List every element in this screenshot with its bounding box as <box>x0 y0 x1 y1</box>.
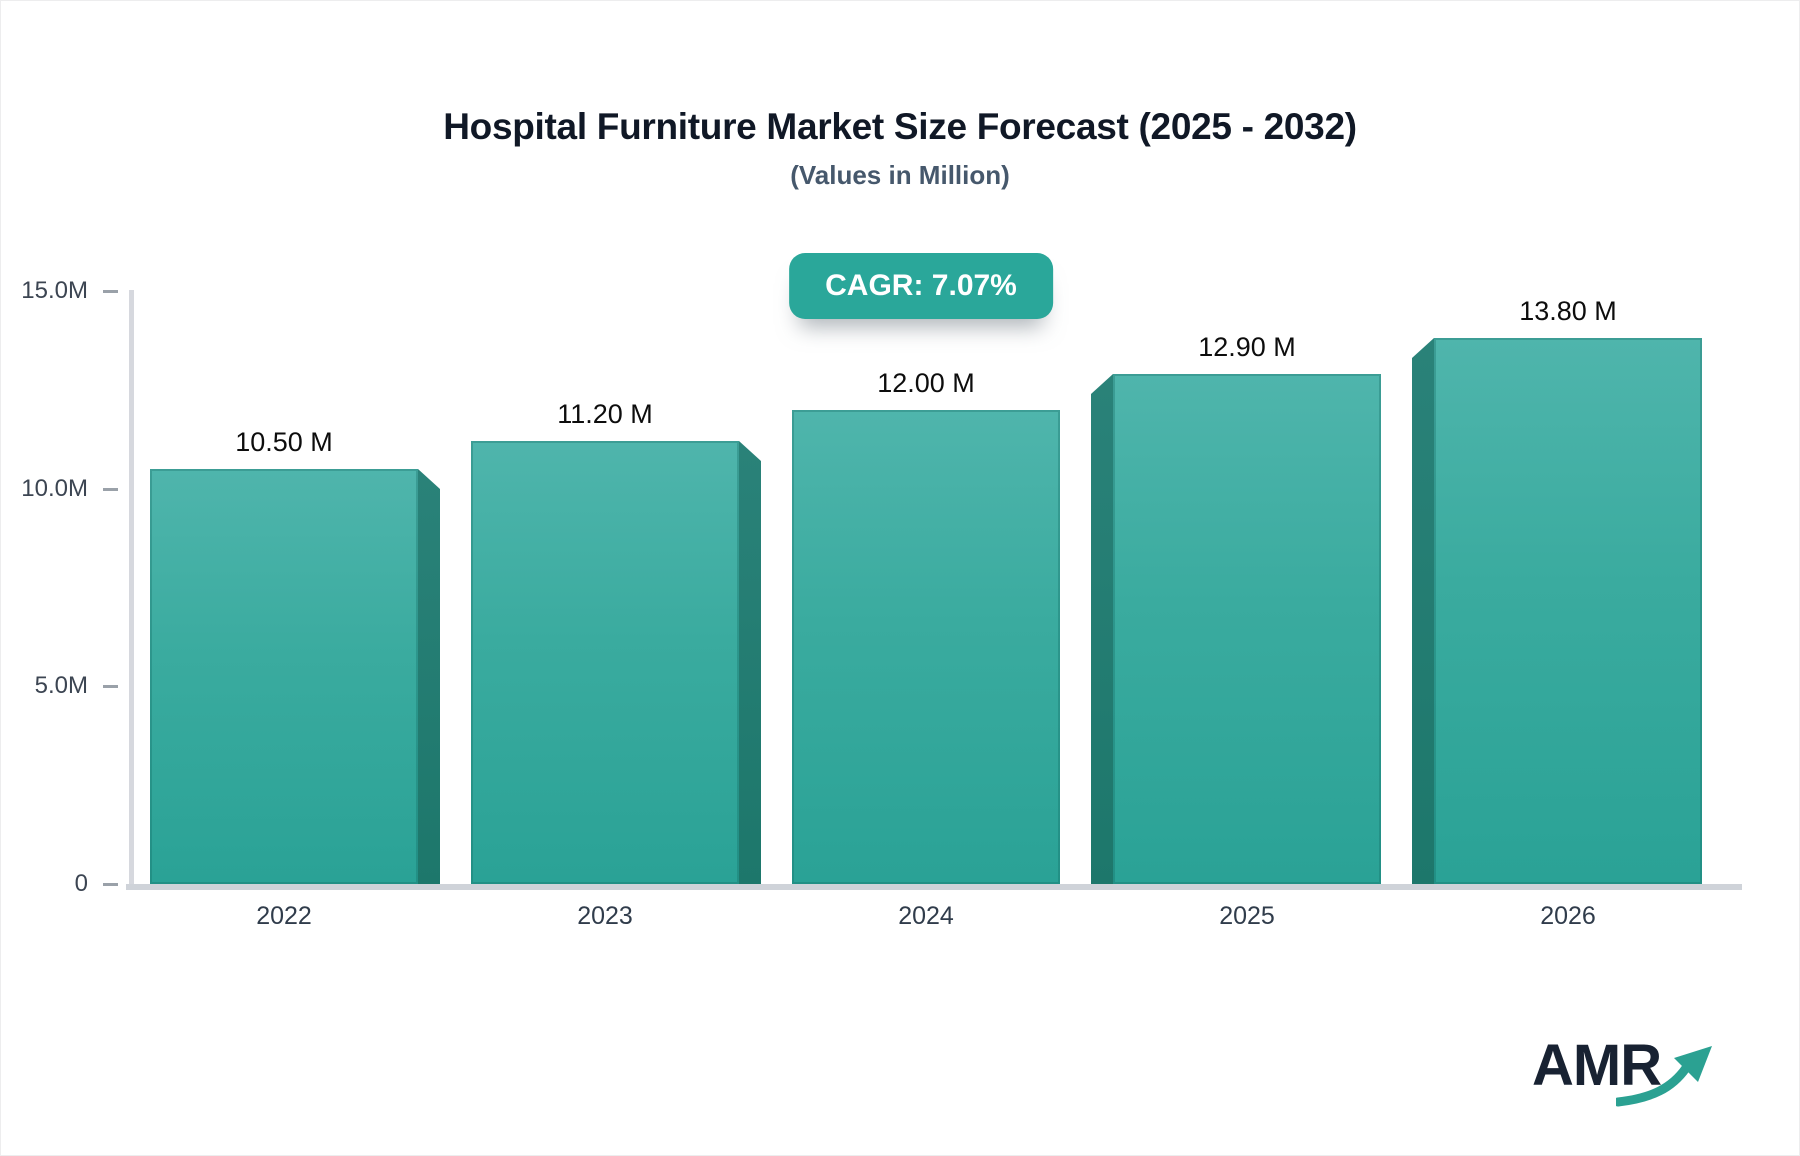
bar-value-label: 10.50 M <box>235 427 333 457</box>
y-tick-mark <box>103 883 118 886</box>
bar-side-2022 <box>418 469 440 884</box>
y-tick-label: 15.0M <box>21 277 88 304</box>
x-axis-label-2023: 2023 <box>577 902 633 930</box>
x-axis-label-2026: 2026 <box>1540 902 1596 930</box>
bar-2023 <box>471 441 739 884</box>
bar-value-label: 11.20 M <box>557 399 653 429</box>
bar-2022 <box>150 469 418 884</box>
amr-logo-text: AMR <box>1532 1033 1662 1098</box>
bar-2024 <box>792 410 1060 884</box>
growth-arrow-icon <box>1616 1046 1712 1107</box>
x-axis-label-2024: 2024 <box>898 902 954 930</box>
bar-value-label: 12.90 M <box>1198 332 1296 362</box>
y-tick-label: 10.0M <box>21 474 88 502</box>
bar-side-2026 <box>1412 338 1434 884</box>
chart-title: Hospital Furniture Market Size Forecast … <box>443 106 1357 147</box>
chart-subtitle: (Values in Million) <box>790 160 1010 190</box>
amr-logo: AMR <box>1532 1036 1712 1108</box>
bar-side-2025 <box>1091 374 1113 884</box>
bar-value-label: 12.00 M <box>877 368 975 398</box>
bar-side-2023 <box>739 441 761 884</box>
x-axis-label-2022: 2022 <box>256 902 312 930</box>
bar-2026 <box>1434 338 1702 884</box>
bar-2025 <box>1113 374 1381 884</box>
y-tick-label: 0 <box>74 870 88 897</box>
x-axis-label-2025: 2025 <box>1219 902 1275 930</box>
y-tick-mark <box>103 685 118 689</box>
y-tick-label: 5.0M <box>34 672 88 700</box>
cagr-badge: CAGR: 7.07% <box>789 253 1053 319</box>
y-tick-mark <box>103 290 118 293</box>
y-axis-line <box>129 290 134 886</box>
x-axis-baseline <box>126 884 1742 890</box>
y-tick-mark <box>103 487 118 491</box>
bar-value-label: 13.80 M <box>1519 296 1617 326</box>
